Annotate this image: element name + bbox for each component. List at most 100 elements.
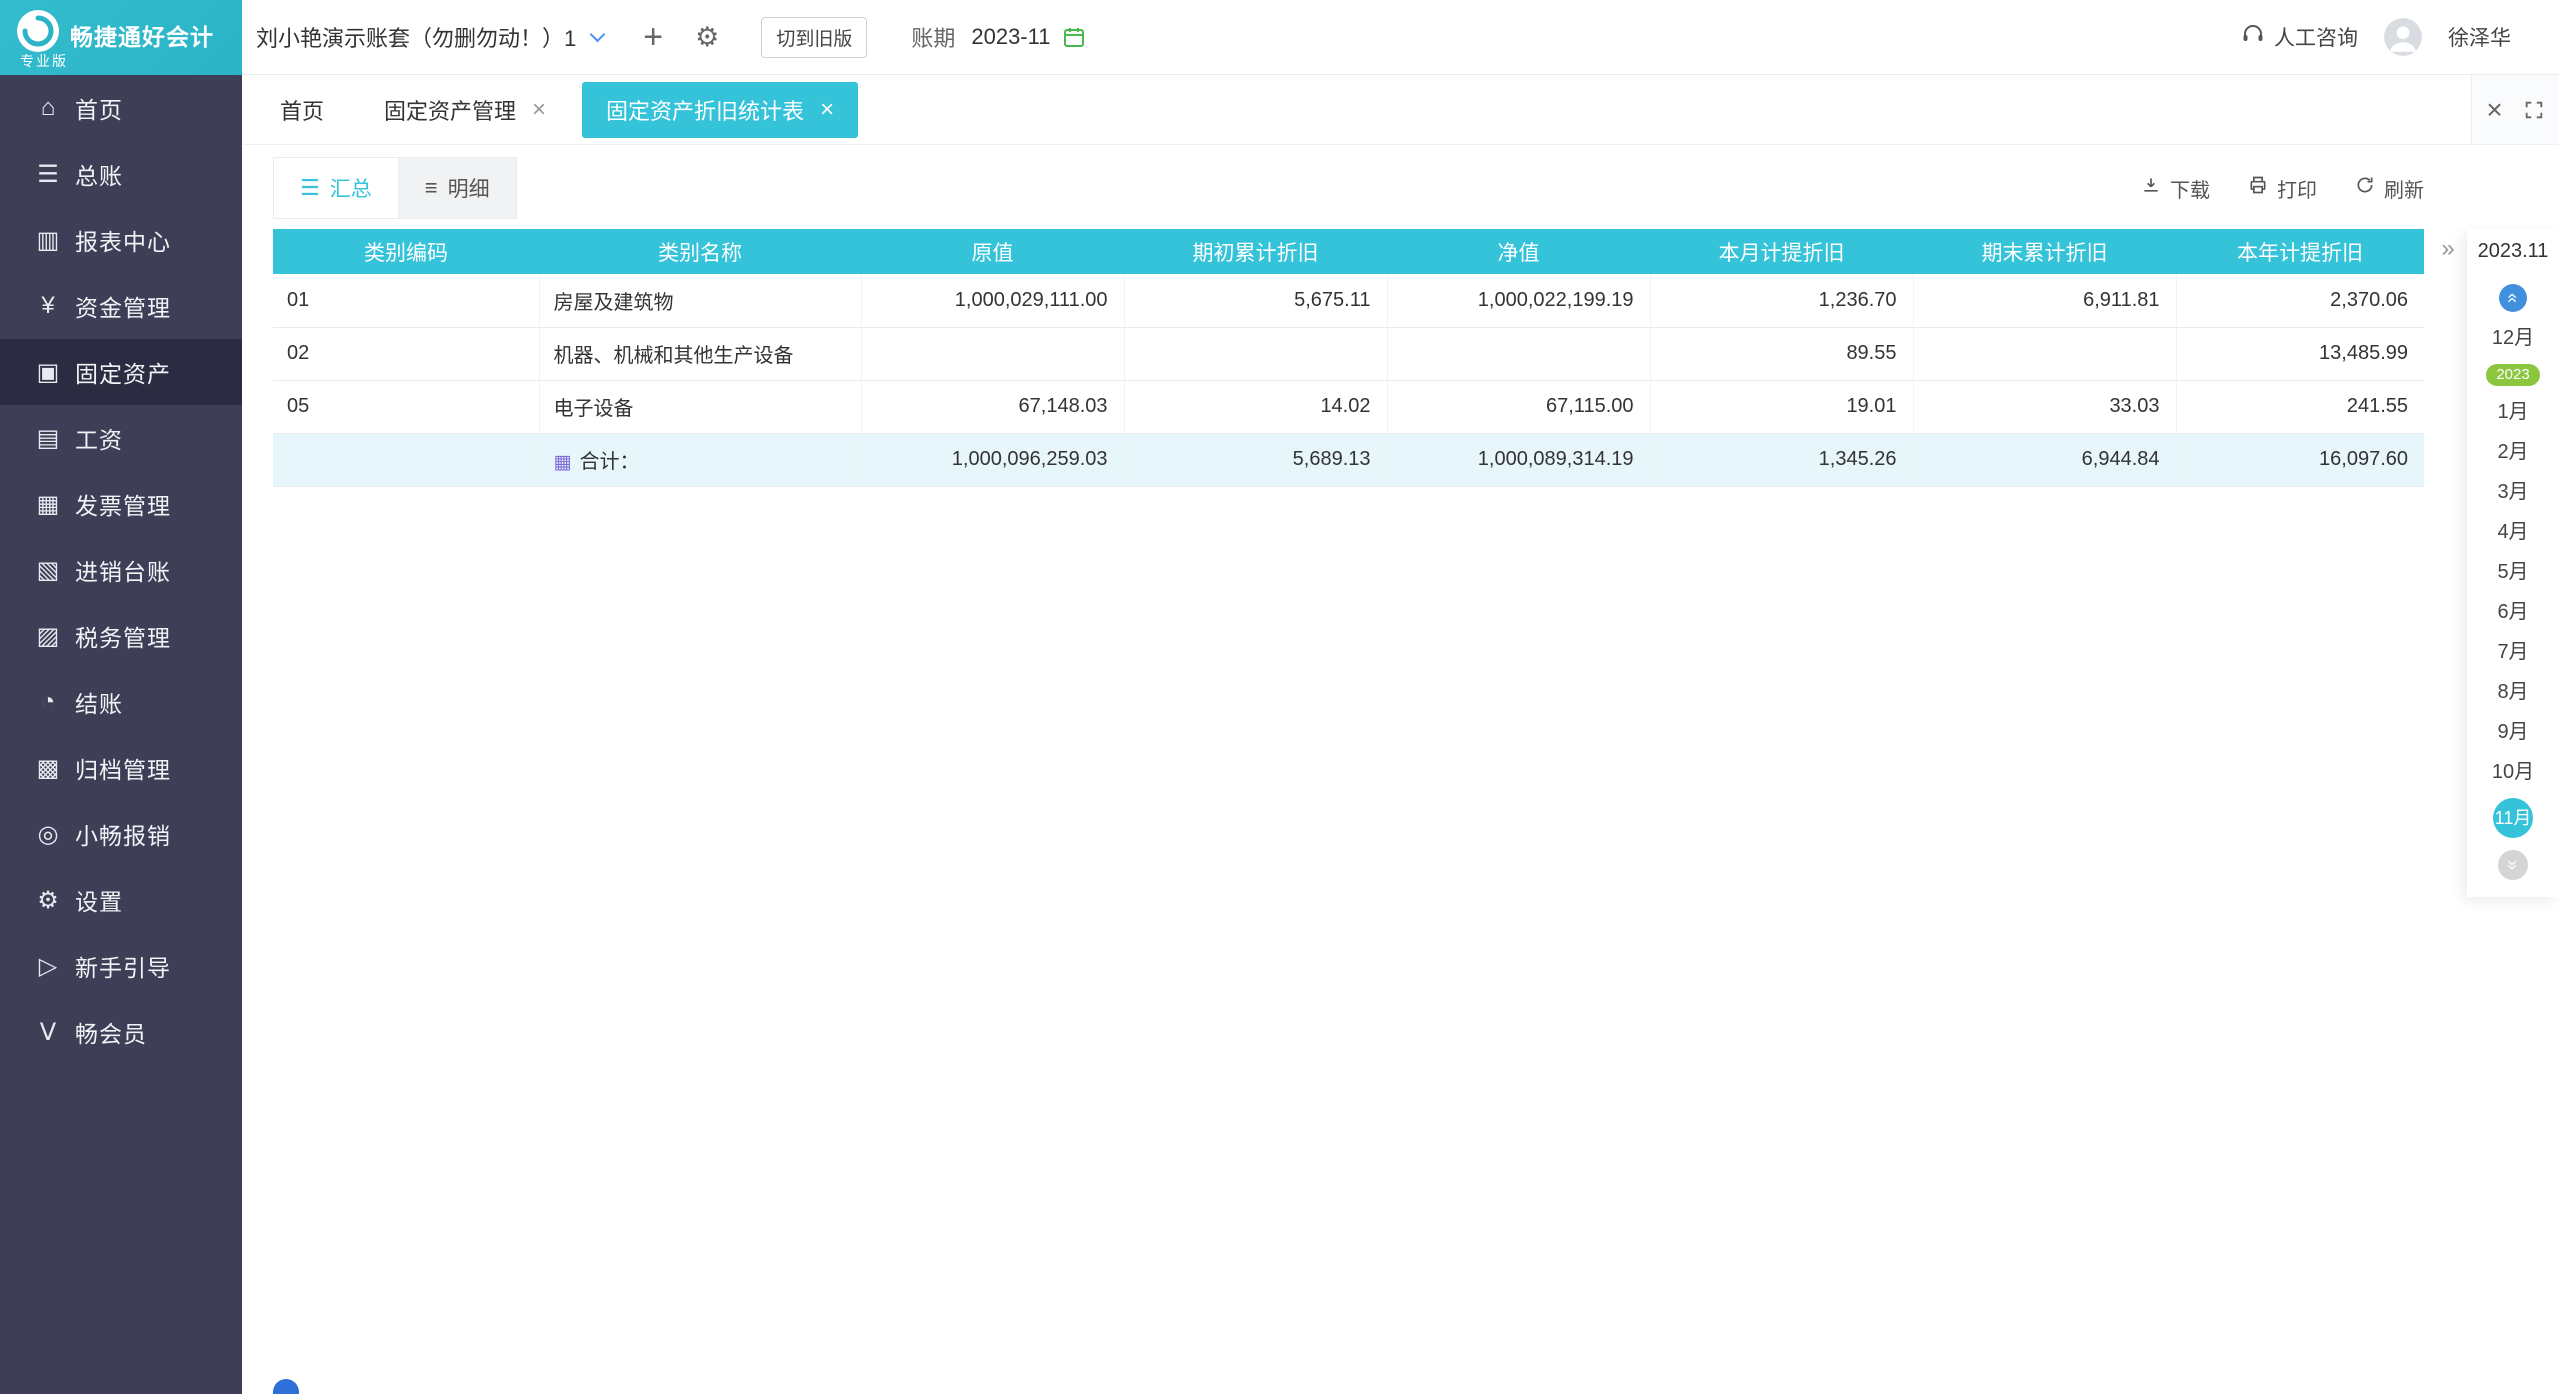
total-cell: 16,097.60 — [2176, 433, 2424, 487]
reimburse-icon: ◎ — [37, 820, 59, 848]
scroll-up-icon[interactable]: « — [2499, 284, 2527, 312]
view-tab-detail[interactable]: ≡ 明细 — [398, 157, 517, 219]
column-header-2: 原值 — [861, 229, 1124, 274]
tab-fixed-assets-depreciation-report[interactable]: 固定资产折旧统计表 × — [582, 81, 859, 138]
ledger-icon: ☰ — [37, 160, 59, 188]
month-3[interactable]: 3月 — [2497, 481, 2529, 503]
month-1[interactable]: 1月 — [2497, 401, 2529, 423]
fixed-assets-icon: ▣ — [36, 358, 60, 386]
collapse-date-panel-icon[interactable]: » — [2441, 235, 2455, 262]
topbar-right: 人工咨询 徐泽华 — [2241, 18, 2511, 56]
sidebar-item-label: 总账 — [75, 163, 123, 189]
sidebar: ⌂ 首页 ☰ 总账 ▥ 报表中心 ¥ 资金管理 ▣ 固定资产 ▤ 工资 ▦ 发票管理 ▧ 进销台账 ▨ 税务管理 ◔… — [0, 75, 242, 1394]
refresh-button[interactable]: 刷新 — [2355, 174, 2424, 203]
avatar[interactable] — [2384, 18, 2422, 56]
fullscreen-icon[interactable] — [2523, 99, 2545, 121]
sidebar-item-inventory-ledger[interactable]: ▧ 进销台账 — [0, 537, 242, 603]
sidebar-item-label: 税务管理 — [75, 625, 171, 651]
cell: 1,000,022,199.19 — [1387, 274, 1651, 328]
sidebar-item-invoice[interactable]: ▦ 发票管理 — [0, 471, 242, 537]
sidebar-item-fixed-assets[interactable]: ▣ 固定资产 — [0, 339, 242, 405]
table-row[interactable]: 05 电子设备 67,148.03 14.02 67,115.00 19.01 33.03 2… — [273, 380, 2424, 434]
cell — [1387, 327, 1651, 381]
depreciation-table: 类别编码 类别名称 原值 期初累计折旧 净值 本月计提折旧 期末累计折旧 本年计提折旧 01 房… — [273, 229, 2424, 487]
table-row[interactable]: 02 机器、机械和其他生产设备 89.55 13,485.99 — [273, 327, 2424, 381]
sidebar-item-settings[interactable]: ⚙ 设置 — [0, 867, 242, 933]
sidebar-item-member[interactable]: Ⅴ 畅会员 — [0, 999, 242, 1065]
column-header-6: 期末累计折旧 — [1913, 229, 2176, 274]
calendar-icon[interactable] — [1062, 25, 1086, 49]
tab-home[interactable]: 首页 — [256, 81, 349, 138]
headset-icon — [2241, 22, 2265, 52]
guide-icon: ▷ — [38, 952, 58, 980]
add-account-set-button[interactable]: + — [643, 18, 664, 56]
cell: 33.03 — [1913, 380, 2177, 434]
cell: 05 — [273, 380, 540, 434]
print-label: 打印 — [2277, 179, 2317, 202]
tab-fixed-assets-mgmt[interactable]: 固定资产管理 × — [360, 81, 571, 138]
cell: 5,675.11 — [1124, 274, 1388, 328]
view-tab-label: 汇总 — [329, 178, 372, 201]
cell: 机器、机械和其他生产设备 — [539, 327, 862, 381]
cell: 1,000,029,111.00 — [861, 274, 1125, 328]
month-2[interactable]: 2月 — [2497, 441, 2529, 463]
close-tabs-icon[interactable]: × — [2486, 93, 2503, 125]
scroll-down-icon[interactable]: » — [2498, 850, 2528, 880]
sidebar-item-funds[interactable]: ¥ 资金管理 — [0, 273, 242, 339]
support-button[interactable]: 人工咨询 — [2241, 22, 2358, 52]
sidebar-item-general-ledger[interactable]: ☰ 总账 — [0, 141, 242, 207]
archive-icon: ▩ — [36, 754, 60, 782]
brand-logo-icon — [16, 9, 60, 58]
tabbar-corner: × — [2471, 75, 2559, 144]
close-icon[interactable]: × — [820, 95, 835, 123]
account-set-selector[interactable]: 刘小艳演示账套（勿删勿动！）1 — [256, 21, 606, 53]
sidebar-item-guide[interactable]: ▷ 新手引导 — [0, 933, 242, 999]
sidebar-item-closing[interactable]: ◔ 结账 — [0, 669, 242, 735]
month-8[interactable]: 8月 — [2497, 681, 2529, 703]
period-label: 账期 — [911, 26, 956, 51]
close-icon[interactable]: × — [532, 95, 547, 123]
month-9[interactable]: 9月 — [2497, 721, 2529, 743]
invoice-icon: ▦ — [36, 490, 60, 518]
settings-gear-icon[interactable]: ⚙ — [695, 21, 720, 52]
print-button[interactable]: 打印 — [2248, 174, 2317, 203]
period-value[interactable]: 2023-11 — [971, 24, 1051, 49]
cell: 67,148.03 — [861, 380, 1125, 434]
salary-icon: ▤ — [36, 424, 60, 452]
month-11[interactable]: 11月 — [2493, 798, 2533, 838]
sidebar-item-label: 固定资产 — [75, 361, 171, 387]
sidebar-item-label: 新手引导 — [75, 955, 171, 981]
switch-old-version-button[interactable]: 切到旧版 — [761, 16, 868, 58]
sidebar-item-home[interactable]: ⌂ 首页 — [0, 75, 242, 141]
cell: 19.01 — [1650, 380, 1914, 434]
sidebar-item-tax[interactable]: ▨ 税务管理 — [0, 603, 242, 669]
cell: 02 — [273, 327, 540, 381]
sidebar-item-label: 结账 — [75, 691, 123, 717]
sidebar-item-salary[interactable]: ▤ 工资 — [0, 405, 242, 471]
month-6[interactable]: 6月 — [2497, 601, 2529, 623]
month-10[interactable]: 10月 — [2491, 761, 2535, 783]
download-button[interactable]: 下载 — [2141, 174, 2210, 203]
month-12[interactable]: 12月 — [2491, 327, 2535, 349]
help-float-button[interactable] — [273, 1379, 299, 1394]
funds-icon: ¥ — [41, 292, 55, 319]
total-label-cell: ▦ 合计： — [539, 433, 862, 487]
month-7[interactable]: 7月 — [2497, 641, 2529, 663]
month-4[interactable]: 4月 — [2497, 521, 2529, 543]
sidebar-item-archive[interactable]: ▩ 归档管理 — [0, 735, 242, 801]
sidebar-item-label: 报表中心 — [75, 229, 171, 255]
toolbar-actions: 下载 打印 — [2141, 174, 2424, 203]
month-5[interactable]: 5月 — [2497, 561, 2529, 583]
sidebar-item-report-center[interactable]: ▥ 报表中心 — [0, 207, 242, 273]
sidebar-item-reimburse[interactable]: ◎ 小畅报销 — [0, 801, 242, 867]
brand-title: 畅捷通好会计 — [70, 24, 214, 50]
brand-subtitle: 专业版 — [20, 53, 68, 69]
view-tab-summary[interactable]: ☰ 汇总 — [273, 157, 399, 219]
username[interactable]: 徐泽华 — [2448, 27, 2511, 50]
table-row[interactable]: 01 房屋及建筑物 1,000,029,111.00 5,675.11 1,000,02… — [273, 274, 2424, 328]
sidebar-item-label: 畅会员 — [75, 1021, 147, 1047]
total-cell: 6,944.84 — [1913, 433, 2177, 487]
topbar: 刘小艳演示账套（勿删勿动！）1 + ⚙ 切到旧版 账期 2023-11 — [242, 0, 2559, 75]
cell: 14.02 — [1124, 380, 1388, 434]
